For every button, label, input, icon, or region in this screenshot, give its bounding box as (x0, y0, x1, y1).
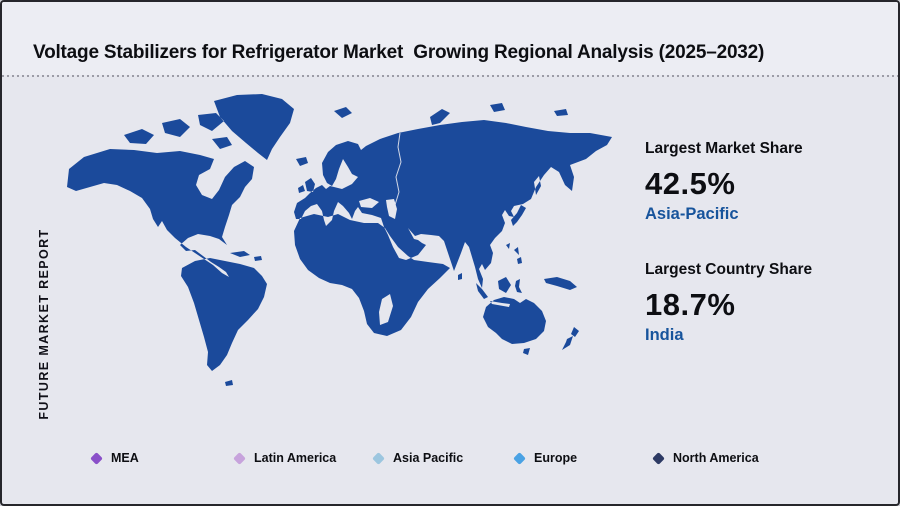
legend-label: Asia Pacific (393, 451, 464, 465)
stat-region: Asia-Pacific (645, 204, 739, 223)
legend-label: Latin America (254, 451, 337, 465)
latin-america-diamond-icon (233, 451, 246, 465)
map-land (67, 94, 612, 386)
title-band (2, 2, 898, 75)
world-map (67, 94, 612, 386)
map-region-boundary-line (394, 132, 402, 206)
legend-item-asia-pacific: Asia Pacific (372, 450, 464, 466)
watermark-text: FUTURE MARKET REPORT (37, 228, 51, 420)
north-america-diamond-icon (652, 451, 665, 465)
stat-value: 18.7% (645, 286, 736, 322)
stat-label: Largest Market Share (645, 140, 803, 157)
stat-largest-market-share: Largest Market Share 42.5% Asia-Pacific (645, 141, 890, 222)
legend-label: North America (673, 451, 759, 465)
asia-pacific-diamond-icon (372, 451, 385, 465)
page-title: Voltage Stabilizers for Refrigerator Mar… (33, 42, 765, 63)
legend-item-north-america: North America (652, 450, 759, 466)
europe-diamond-icon (513, 451, 526, 465)
mea-diamond-icon (90, 451, 103, 465)
legend-item-europe: Europe (513, 450, 578, 466)
dotted-divider (2, 75, 898, 77)
stat-label: Largest Country Share (645, 261, 813, 278)
stat-value: 42.5% (645, 165, 736, 201)
legend-label: Europe (534, 451, 578, 465)
stat-region: India (645, 325, 684, 344)
legend-label: MEA (111, 451, 139, 465)
legend-item-mea: MEA (90, 450, 139, 466)
legend-item-latin-america: Latin America (233, 450, 337, 466)
stat-largest-country-share: Largest Country Share 18.7% India (645, 262, 890, 343)
